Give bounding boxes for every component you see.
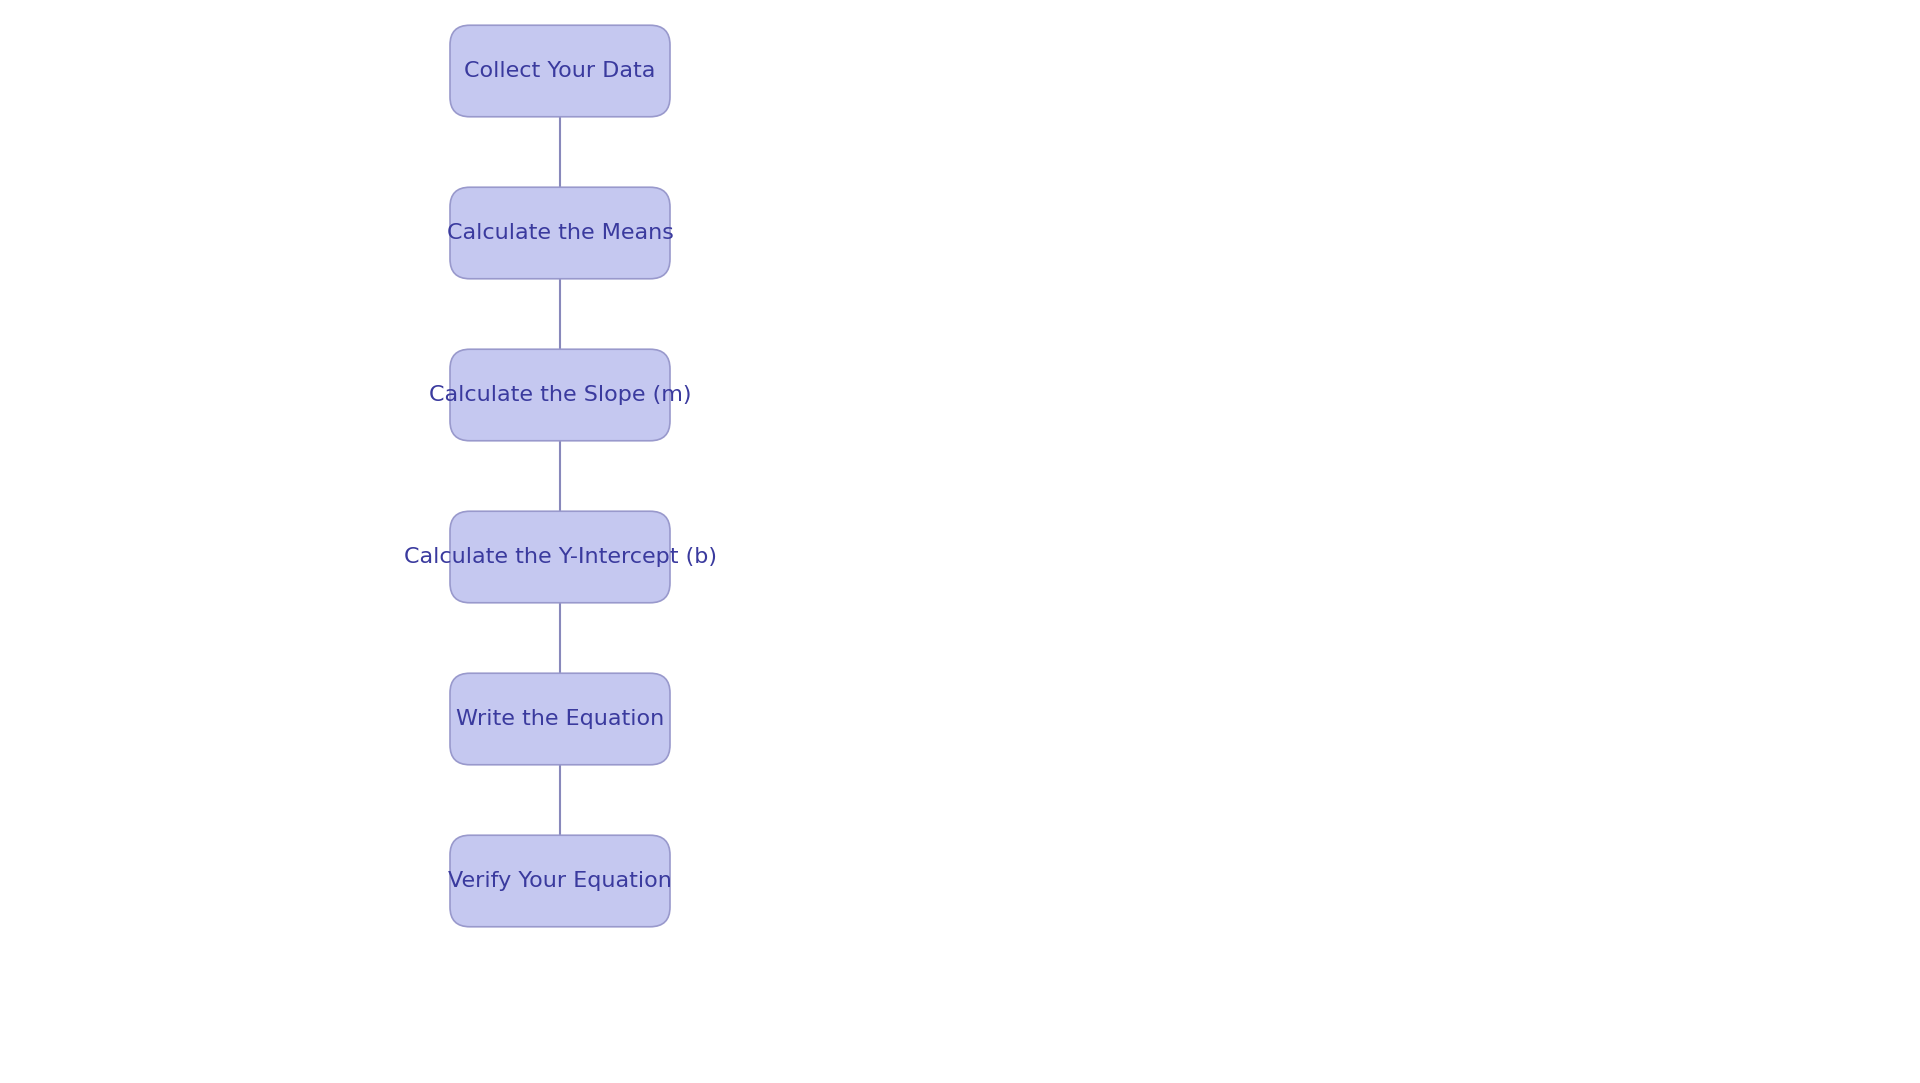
Text: Collect Your Data: Collect Your Data	[465, 61, 657, 81]
Text: Write the Equation: Write the Equation	[455, 709, 664, 729]
FancyBboxPatch shape	[449, 187, 670, 278]
FancyBboxPatch shape	[449, 511, 670, 603]
FancyBboxPatch shape	[449, 25, 670, 117]
Text: Calculate the Slope (m): Calculate the Slope (m)	[428, 384, 691, 405]
FancyBboxPatch shape	[449, 674, 670, 765]
FancyBboxPatch shape	[449, 835, 670, 927]
Text: Calculate the Y-Intercept (b): Calculate the Y-Intercept (b)	[403, 547, 716, 567]
Text: Calculate the Means: Calculate the Means	[447, 223, 674, 243]
FancyBboxPatch shape	[449, 349, 670, 441]
Text: Verify Your Equation: Verify Your Equation	[447, 871, 672, 891]
